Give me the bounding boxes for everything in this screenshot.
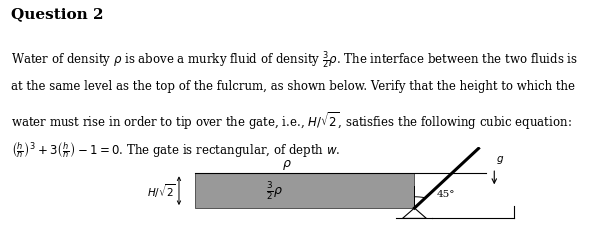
- Bar: [195, 173, 414, 208]
- Text: $g$: $g$: [496, 154, 505, 166]
- Text: $\rho$: $\rho$: [282, 158, 292, 172]
- Text: 45°: 45°: [437, 190, 455, 198]
- Polygon shape: [403, 208, 426, 218]
- Text: Water of density $\rho$ is above a murky fluid of density $\frac{3}{2}\rho$. The: Water of density $\rho$ is above a murky…: [11, 49, 578, 71]
- Text: $\left(\frac{h}{n}\right)^3 +3\left(\frac{h}{n}\right) - 1 = 0$. The gate is rec: $\left(\frac{h}{n}\right)^3 +3\left(\fra…: [11, 140, 341, 160]
- Text: $\frac{3}{2}\rho$: $\frac{3}{2}\rho$: [266, 180, 283, 202]
- Text: water must rise in order to tip over the gate, i.e., $H/\sqrt{2}$, satisfies the: water must rise in order to tip over the…: [11, 110, 572, 132]
- Text: at the same level as the top of the fulcrum, as shown below. Verify that the hei: at the same level as the top of the fulc…: [11, 80, 575, 93]
- Text: $H/\sqrt{2}$: $H/\sqrt{2}$: [147, 182, 176, 200]
- Text: Question 2: Question 2: [11, 7, 104, 21]
